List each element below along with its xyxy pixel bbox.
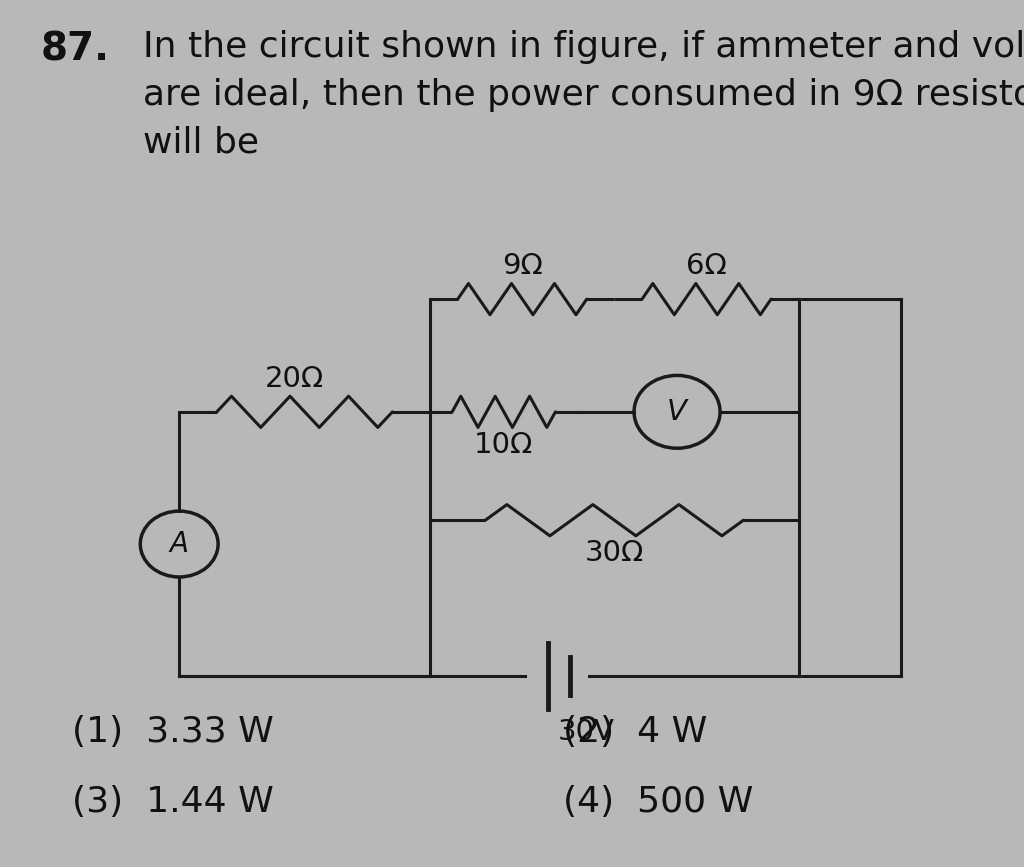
Text: V: V — [667, 398, 687, 426]
Text: 30V: 30V — [558, 718, 615, 746]
Text: 6Ω: 6Ω — [686, 252, 727, 280]
Text: A: A — [170, 530, 188, 558]
Text: 30Ω: 30Ω — [585, 539, 644, 567]
Circle shape — [140, 511, 218, 577]
Text: (2)  4 W: (2) 4 W — [563, 715, 708, 749]
Text: 10Ω: 10Ω — [474, 431, 534, 459]
Text: (3)  1.44 W: (3) 1.44 W — [72, 785, 273, 818]
Text: (1)  3.33 W: (1) 3.33 W — [72, 715, 273, 749]
Text: 9Ω: 9Ω — [502, 252, 543, 280]
Text: 87.: 87. — [41, 30, 110, 68]
Text: (4)  500 W: (4) 500 W — [563, 785, 754, 818]
Circle shape — [634, 375, 720, 448]
Text: In the circuit shown in figure, if ammeter and voltmeter
are ideal, then the pow: In the circuit shown in figure, if ammet… — [143, 30, 1024, 160]
Text: 20Ω: 20Ω — [265, 365, 324, 393]
